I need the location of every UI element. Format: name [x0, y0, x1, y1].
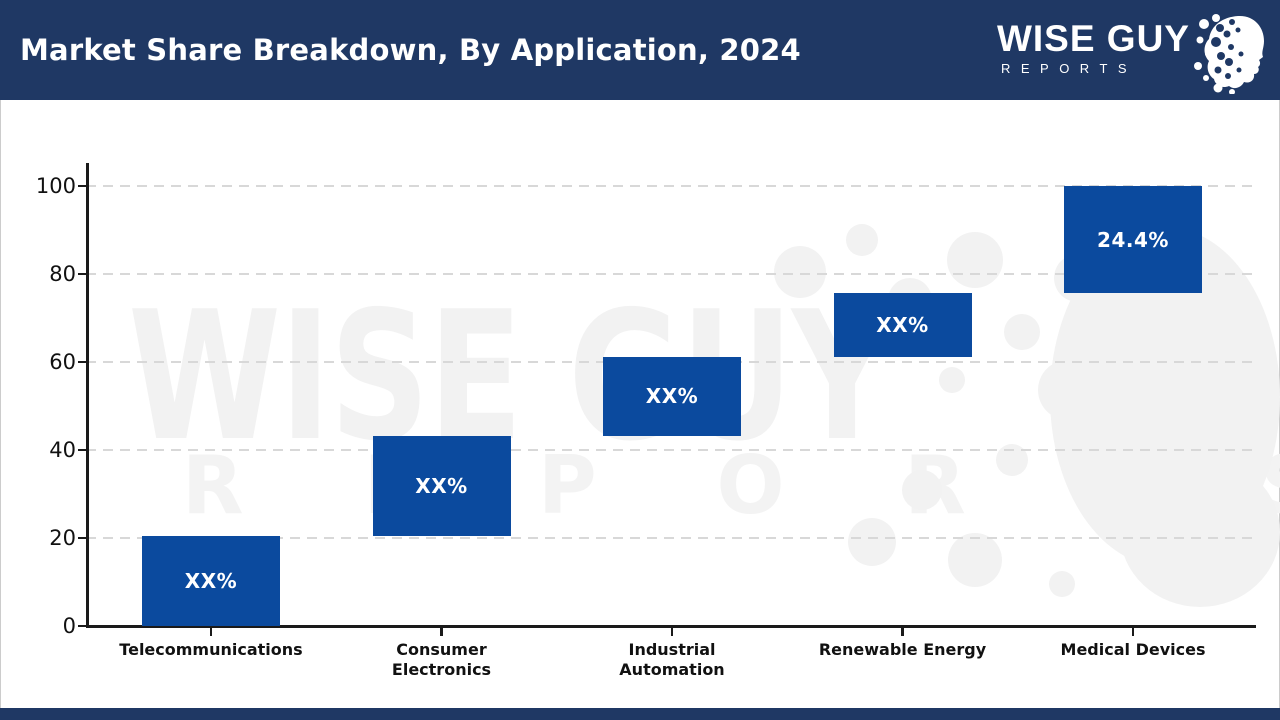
- y-tick-mark: [78, 272, 86, 276]
- x-category-label: Medical Devices: [1060, 640, 1206, 659]
- watermark-head-icon: [774, 224, 1280, 607]
- y-tick-label: 60: [49, 350, 76, 374]
- chart-title: Market Share Breakdown, By Application, …: [20, 33, 801, 67]
- x-tick-mark: [670, 627, 674, 636]
- bar-segment: XX%: [603, 356, 741, 436]
- bar-value-label: XX%: [645, 384, 699, 409]
- logo-secondary-label: REPORTS: [1000, 61, 1138, 76]
- logo-primary-label: WISE GUY: [996, 18, 1190, 59]
- y-tick-mark: [78, 536, 86, 540]
- x-axis-spine: [86, 624, 1256, 628]
- footer-bar: [0, 708, 1280, 720]
- y-tick-mark: [78, 624, 86, 628]
- gridline: [86, 537, 1256, 539]
- y-axis-spine: [86, 163, 89, 628]
- y-tick-label: 20: [49, 526, 76, 550]
- wise-guy-logo: WISE GUY REPORTS: [997, 10, 1266, 94]
- y-tick-label: 100: [35, 174, 76, 198]
- bar-value-label: XX%: [184, 569, 238, 594]
- y-tick-label: 80: [49, 262, 76, 286]
- bar-segment: XX%: [142, 536, 280, 626]
- gridline: [86, 449, 1256, 451]
- x-tick-mark: [901, 627, 904, 636]
- watermark-wordmark: WISE GUY: [128, 273, 892, 480]
- bar-segment: XX%: [372, 435, 511, 537]
- y-tick-mark: [78, 184, 86, 188]
- gridline: [86, 273, 1256, 275]
- bar-segment: 24.4%: [1064, 186, 1202, 294]
- x-category-label: Industrial Automation: [619, 640, 725, 679]
- x-tick-mark: [1131, 627, 1135, 636]
- x-category-label: Renewable Energy: [818, 640, 987, 659]
- x-tick-mark: [440, 627, 443, 636]
- x-category-label: Consumer Electronics: [391, 640, 492, 679]
- header-bar: Market Share Breakdown, By Application, …: [0, 0, 1280, 100]
- y-tick-label: 0: [62, 614, 76, 638]
- bar-segment: XX%: [833, 293, 972, 357]
- x-tick-mark: [209, 627, 213, 636]
- gridline: [86, 185, 1256, 187]
- y-tick-label: 40: [49, 438, 76, 462]
- bar-value-label: 24.4%: [1097, 227, 1169, 252]
- logo-text: WISE GUY REPORTS: [997, 20, 1190, 76]
- y-tick-mark: [78, 448, 86, 452]
- bar-value-label: XX%: [876, 313, 929, 338]
- bar-value-label: XX%: [415, 474, 468, 499]
- x-category-label: Telecommunications: [119, 640, 303, 659]
- y-tick-mark: [78, 360, 86, 364]
- logo-head-icon: [1194, 14, 1264, 94]
